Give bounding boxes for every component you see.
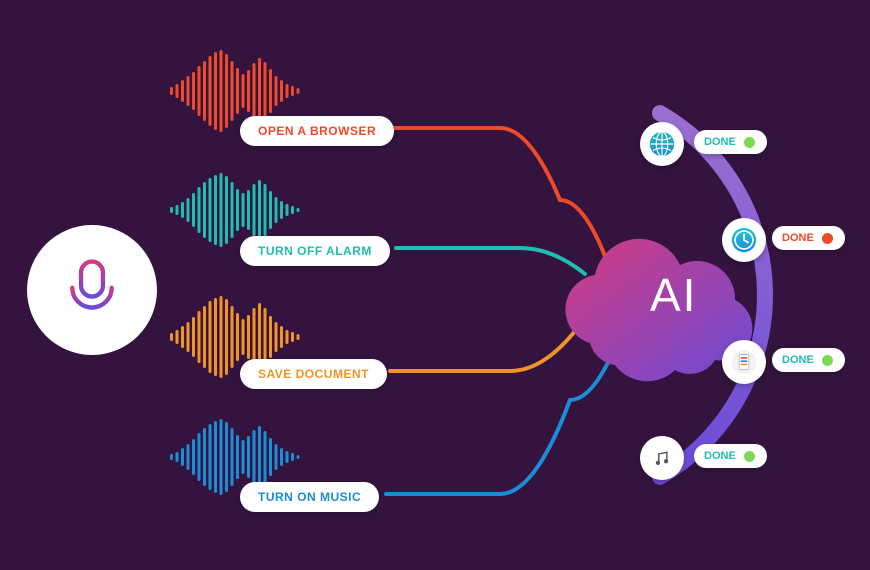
status-dot (822, 233, 833, 244)
done-label: DONE (704, 450, 736, 462)
status-dot (744, 451, 755, 462)
done-pill-alarm: DONE (772, 226, 845, 250)
command-pill-save-document: SAVE DOCUMENT (240, 359, 387, 389)
microphone-circle (27, 225, 157, 355)
command-pill-open-browser: OPEN A BROWSER (240, 116, 394, 146)
result-icon-globe (640, 122, 684, 166)
result-icon-clock (722, 218, 766, 262)
ai-label: AI (650, 268, 697, 322)
document-icon (731, 349, 757, 375)
command-label: SAVE DOCUMENT (258, 367, 369, 381)
done-pill-browser: DONE (694, 130, 767, 154)
command-pill-turn-off-alarm: TURN OFF ALARM (240, 236, 390, 266)
done-label: DONE (704, 136, 736, 148)
status-dot (822, 355, 833, 366)
done-label: DONE (782, 354, 814, 366)
command-label: TURN ON MUSIC (258, 490, 361, 504)
microphone-icon (57, 255, 127, 325)
command-label: TURN OFF ALARM (258, 244, 372, 258)
command-label: OPEN A BROWSER (258, 124, 376, 138)
result-icon-document (722, 340, 766, 384)
status-dot (744, 137, 755, 148)
music-icon (649, 445, 675, 471)
command-pill-turn-on-music: TURN ON MUSIC (240, 482, 379, 512)
done-pill-music: DONE (694, 444, 767, 468)
globe-icon (649, 131, 675, 157)
result-icon-music (640, 436, 684, 480)
connectors-group (386, 128, 618, 494)
done-label: DONE (782, 232, 814, 244)
infographic-stage: OPEN A BROWSER TURN OFF ALARM SAVE DOCUM… (0, 0, 870, 570)
done-pill-document: DONE (772, 348, 845, 372)
clock-icon (731, 227, 757, 253)
